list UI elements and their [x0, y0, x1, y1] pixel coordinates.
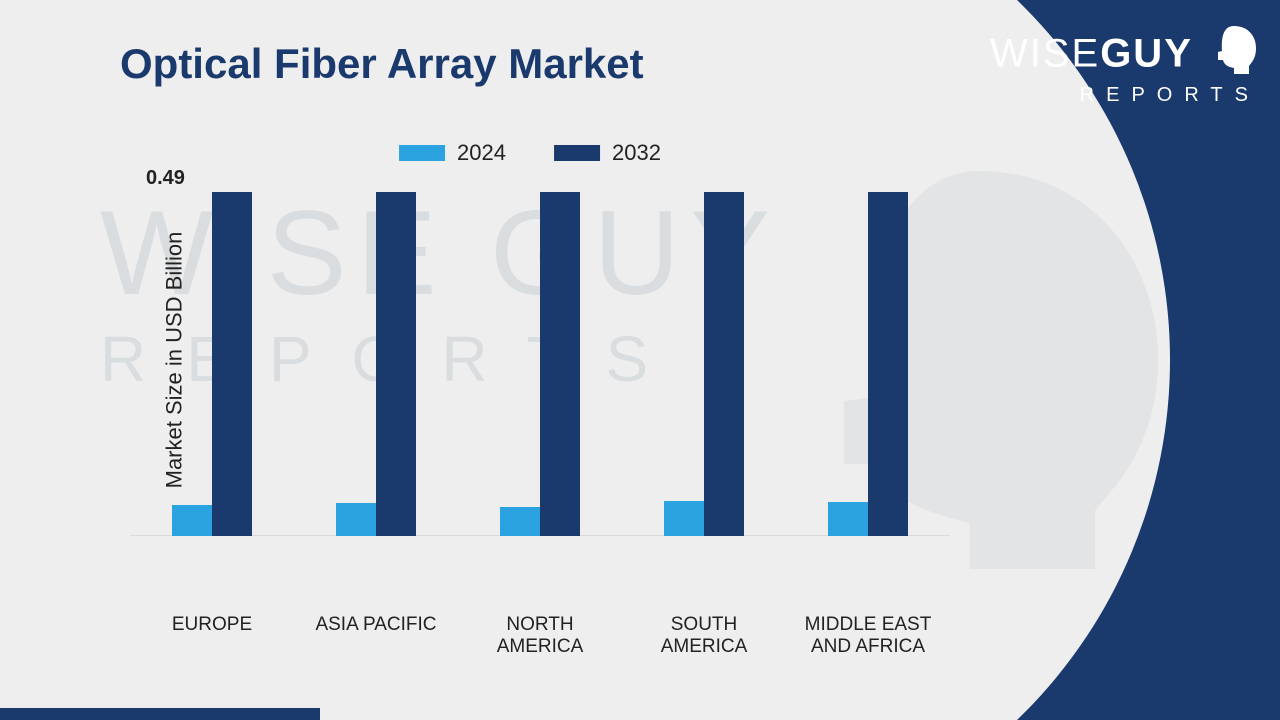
bar-group — [656, 192, 752, 536]
chart-legend: 2024 2032 — [399, 140, 661, 166]
bar-2024 — [664, 501, 704, 536]
brand-logo: WISEGUY REPORTS — [980, 24, 1260, 107]
bar-group — [328, 192, 424, 536]
bar-value-label: 0.49 — [146, 167, 185, 190]
legend-swatch-2032 — [554, 145, 600, 161]
bar-chart: Market Size in USD Billion 2024 2032 0.4… — [90, 140, 970, 580]
bar-2032 — [376, 192, 416, 536]
bottom-accent-bar — [0, 708, 320, 720]
x-label: SOUTH AMERICA — [634, 614, 774, 658]
bar-2032 — [540, 192, 580, 536]
brand-word-1: WISE — [990, 32, 1100, 76]
x-label: MIDDLE EAST AND AFRICA — [798, 614, 938, 658]
bar-2024 — [172, 505, 212, 536]
legend-item-2032: 2032 — [554, 140, 661, 166]
legend-swatch-2024 — [399, 145, 445, 161]
x-axis-labels: EUROPE ASIA PACIFIC NORTH AMERICA SOUTH … — [130, 614, 950, 658]
bar-2032 — [868, 192, 908, 536]
x-label: EUROPE — [142, 614, 282, 658]
legend-label-2032: 2032 — [612, 140, 661, 166]
bar-2024 — [500, 507, 540, 536]
chart-title: Optical Fiber Array Market — [120, 40, 644, 88]
bar-group: 0.49 — [164, 192, 260, 536]
bar-group — [820, 192, 916, 536]
bar-2032 — [212, 192, 252, 536]
legend-label-2024: 2024 — [457, 140, 506, 166]
bar-group — [492, 192, 588, 536]
bar-2032 — [704, 192, 744, 536]
legend-item-2024: 2024 — [399, 140, 506, 166]
bar-groups: 0.49 — [130, 186, 950, 536]
bar-2024 — [336, 503, 376, 536]
brand-line1: WISEGUY — [980, 24, 1260, 88]
bar-2024 — [828, 502, 868, 536]
report-graphic: WISE GUY REPORTS Optical Fiber Array Mar… — [0, 0, 1280, 720]
x-label: NORTH AMERICA — [470, 614, 610, 658]
x-label: ASIA PACIFIC — [306, 614, 446, 658]
brand-head-icon — [1212, 24, 1260, 88]
brand-word-2: GUY — [1100, 32, 1193, 76]
